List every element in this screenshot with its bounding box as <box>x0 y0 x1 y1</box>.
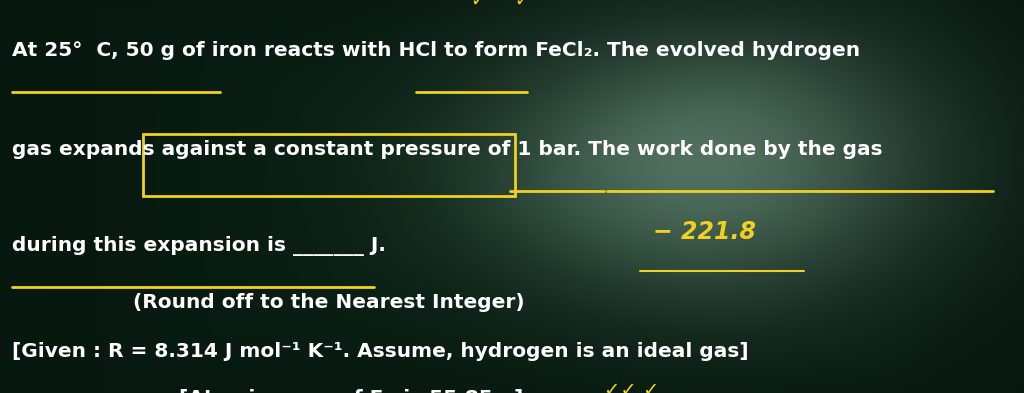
Text: − 221.8: − 221.8 <box>653 220 757 244</box>
Text: [Atomic mass of Fe is 55.85 u]: [Atomic mass of Fe is 55.85 u] <box>179 389 523 393</box>
Text: [Given : R = 8.314 J mol⁻¹ K⁻¹. Assume, hydrogen is an ideal gas]: [Given : R = 8.314 J mol⁻¹ K⁻¹. Assume, … <box>12 342 749 361</box>
Text: gas expands against a constant pressure of 1 bar. The work done by the gas: gas expands against a constant pressure … <box>12 140 883 158</box>
Text: At 25°  C, 50 g of iron reacts with HCl to form FeCl₂. The evolved hydrogen: At 25° C, 50 g of iron reacts with HCl t… <box>12 41 860 60</box>
Text: (Round off to the Nearest Integer): (Round off to the Nearest Integer) <box>133 293 524 312</box>
Text: ✓✓ ✓: ✓✓ ✓ <box>604 381 659 393</box>
Text: ✓     ✓: ✓ ✓ <box>471 0 530 10</box>
Text: during this expansion is _______ J.: during this expansion is _______ J. <box>12 236 386 256</box>
